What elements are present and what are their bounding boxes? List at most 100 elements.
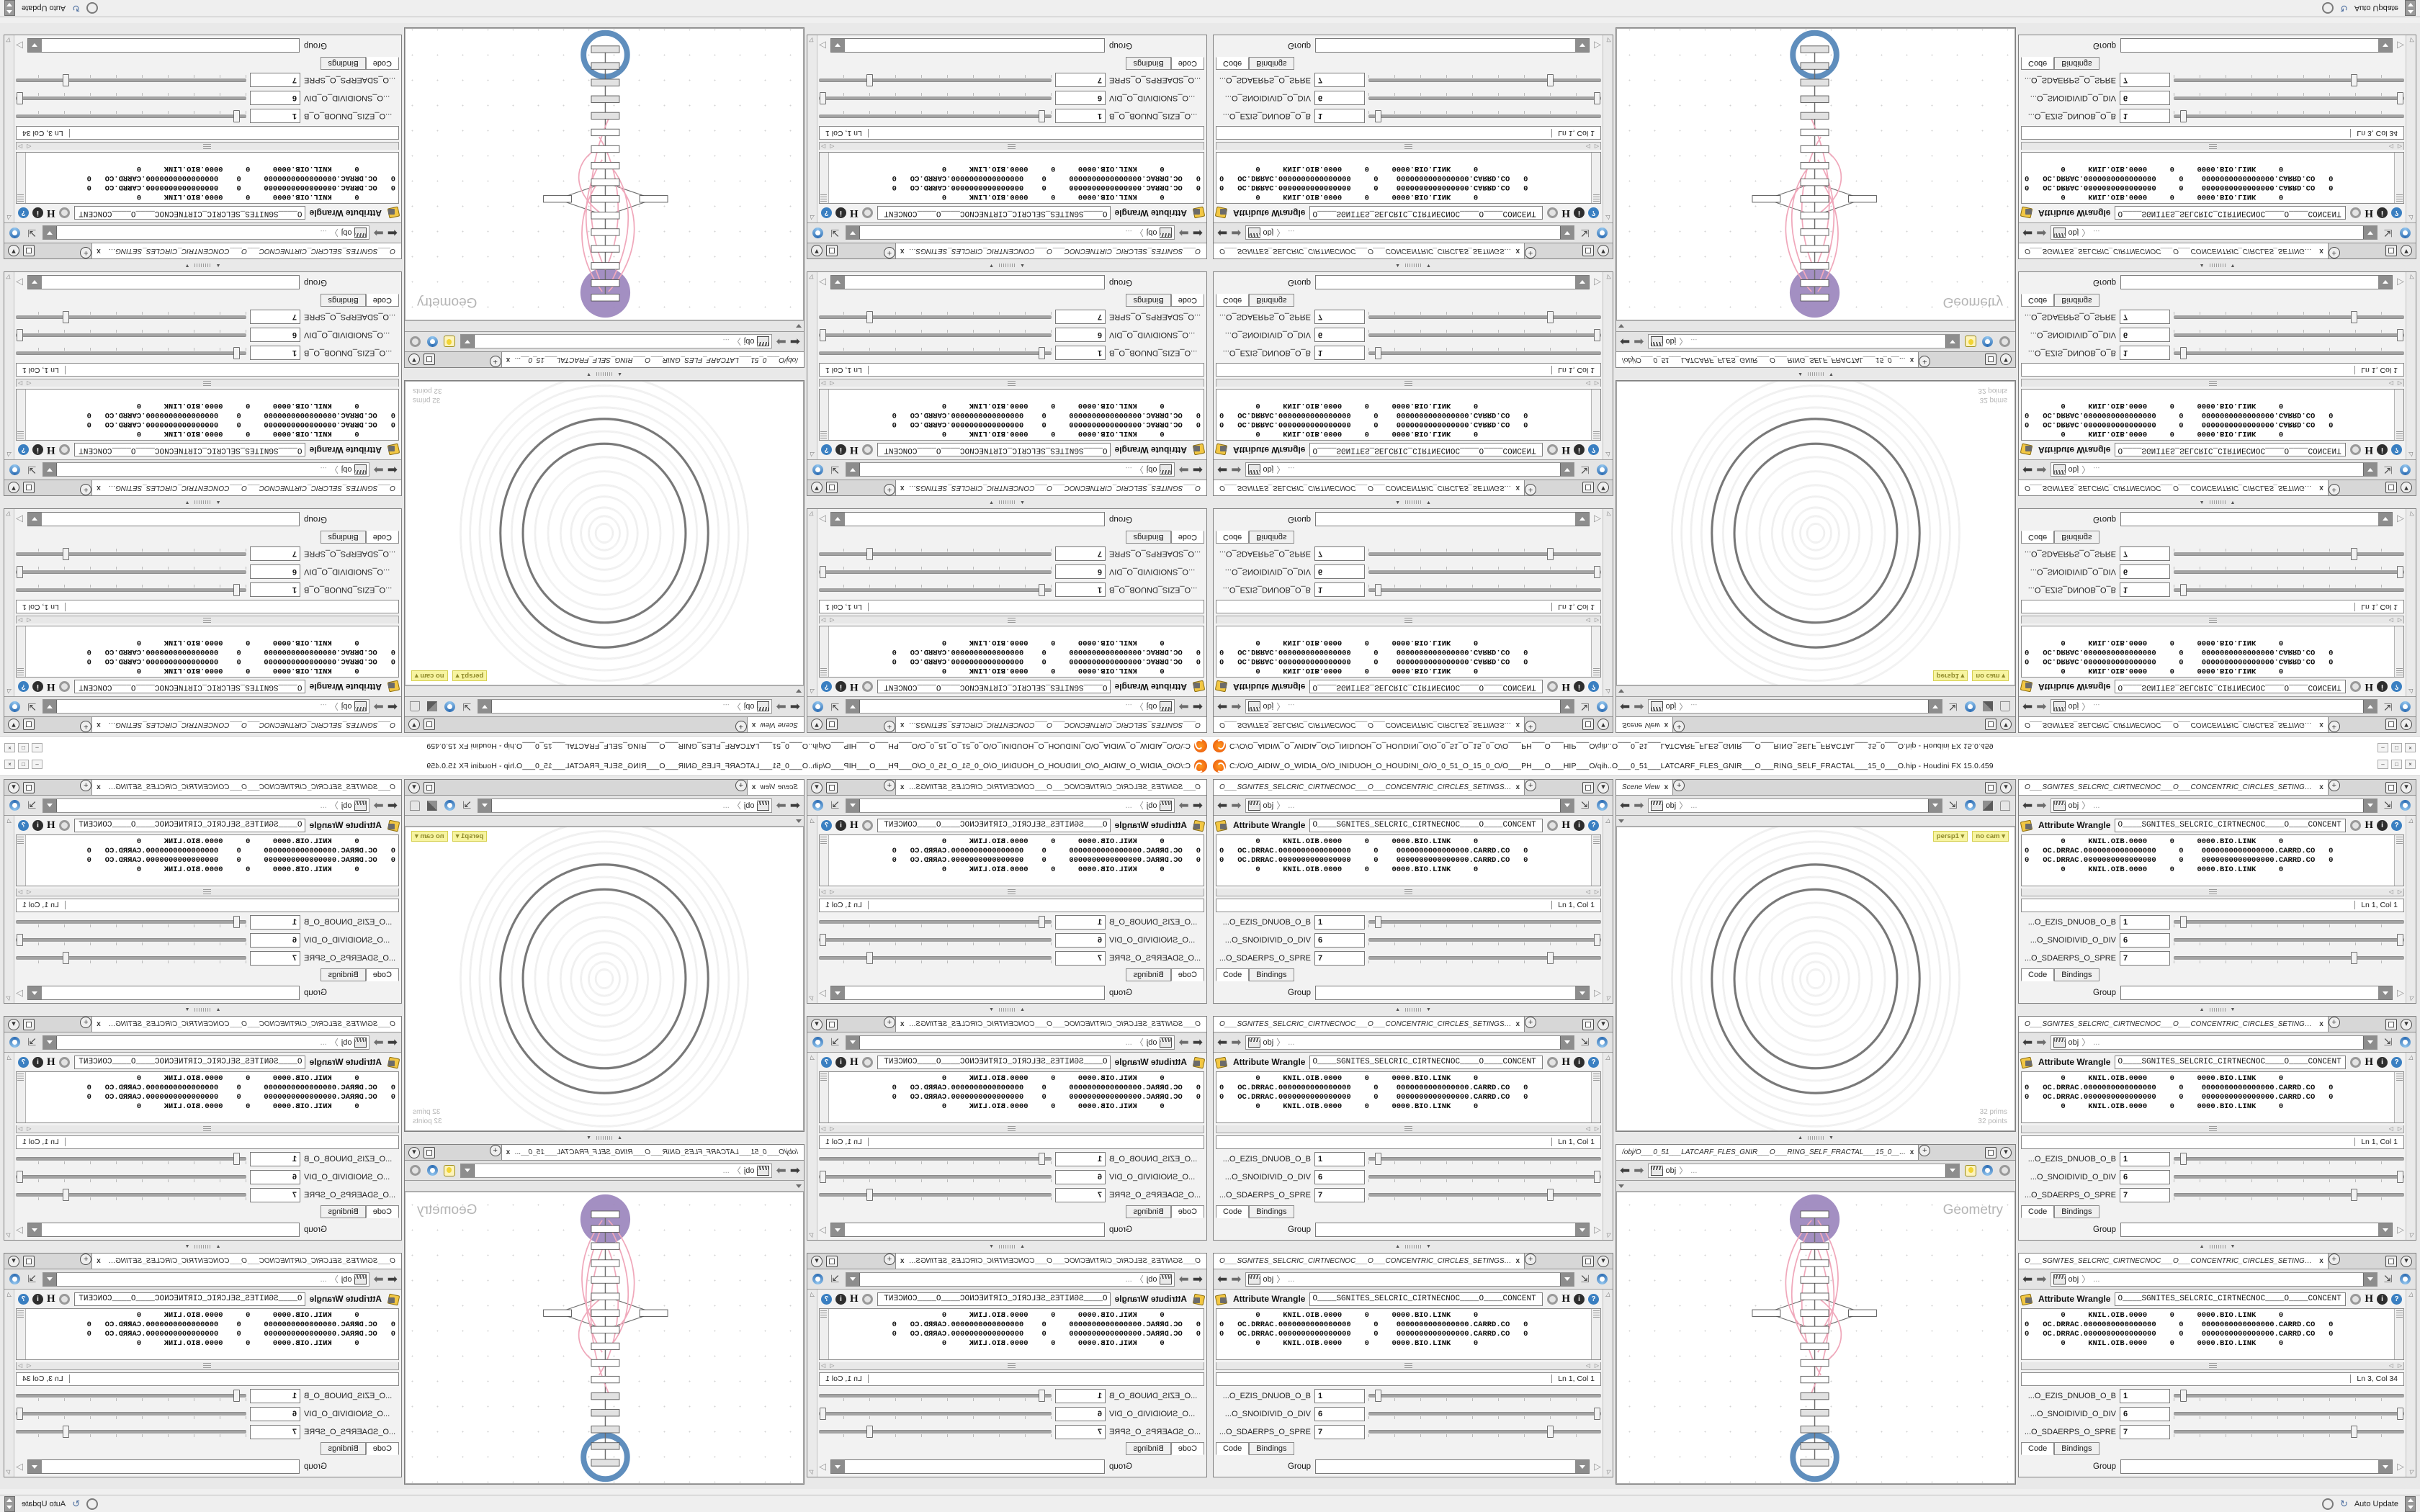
parameter-scroll-strip[interactable]: △ ▽ [4,35,14,222]
slider-thumb[interactable] [17,934,24,947]
path-dropdown-icon[interactable] [846,700,860,714]
parameter-value-field[interactable]: 1 [1055,109,1106,124]
path-dropdown-icon[interactable] [846,226,860,240]
path-dropdown-icon[interactable] [1928,700,1942,714]
node-graph[interactable] [405,1192,803,1483]
path-field[interactable]: obj 〉... [846,1035,1175,1050]
scroll-down-icon[interactable]: ▽ [1605,274,1610,280]
pin-icon[interactable]: ⇲ [25,798,39,812]
add-tab-icon[interactable]: + [80,721,92,732]
tab-bindings[interactable]: Bindings [1249,1205,1294,1218]
code-horizontal-scrollbar[interactable]: ◁ ▷ [1216,1125,1601,1134]
node-name-field[interactable]: O____SGNITES_SELCRIC_CIRTNECNOC____O____… [2115,1292,2347,1306]
info-icon[interactable]: i [32,819,43,831]
group-pick-icon[interactable]: ▷ [819,987,826,999]
slider-thumb[interactable] [63,73,70,86]
forward-arrow-icon[interactable]: ➡ [1178,798,1189,812]
tab-code[interactable]: Code [1170,1441,1204,1455]
group-dropdown-icon[interactable] [28,275,42,289]
back-arrow-icon[interactable]: ⬅ [387,1035,398,1049]
splitter-grip[interactable] [1808,1136,1824,1140]
ghost-icon[interactable] [408,700,422,714]
scroll-arrows[interactable]: ◁ ▷ [2389,380,2402,387]
parameter-slider[interactable] [1368,582,1601,597]
path-dropdown-icon[interactable] [1928,798,1942,812]
add-tab-icon[interactable]: + [80,780,92,791]
parameter-slider[interactable] [2174,310,2404,324]
add-tab-icon[interactable]: + [2328,247,2340,258]
back-arrow-icon[interactable]: ⬅ [1217,798,1228,812]
tab-code[interactable]: Code [1216,294,1250,307]
tab-close-icon[interactable]: x [97,1257,101,1265]
parameter-scroll-strip[interactable]: △ ▽ [4,816,14,1003]
maximize-pane-icon[interactable] [1582,719,1594,731]
viewport-toolbar[interactable] [405,685,804,696]
code-horizontal-scrollbar[interactable]: ◁ ▷ [16,615,399,624]
splitter-up-icon[interactable]: ▲ [2199,500,2205,505]
code-horizontal-scrollbar[interactable]: ◁ ▷ [2021,615,2404,624]
scroll-left-icon[interactable]: ◁ [1585,616,1590,624]
slider-thumb[interactable] [2396,91,2403,104]
scroll-up-icon[interactable]: △ [810,451,815,458]
group-input[interactable] [830,37,1105,53]
pane-menu-icon[interactable]: ▾ [2401,1018,2412,1030]
pane-menu-icon[interactable]: ▾ [408,354,420,366]
splitter-grip[interactable] [1808,372,1824,376]
gear-icon[interactable] [1547,681,1559,693]
parameter-slider[interactable] [1368,1188,1601,1202]
maximize-button[interactable]: □ [2391,743,2402,752]
pane-menu-icon[interactable]: ▾ [1597,482,1609,494]
code-horizontal-scrollbar[interactable]: ◁ ▷ [2021,888,2404,897]
gear-icon[interactable] [2350,444,2362,456]
add-tab-icon[interactable]: + [1525,247,1537,258]
hda-icon[interactable]: H [2365,681,2373,693]
pin-icon[interactable]: ⇲ [828,463,842,477]
group-pick-icon[interactable]: ▷ [819,1461,826,1472]
add-tab-icon[interactable]: + [735,780,747,791]
node-name-field[interactable]: O____SGNITES_SELCRIC_CIRTNECNOC____O____… [877,680,1111,694]
parameter-value-field[interactable]: 1 [250,346,300,361]
auto-update-stepper[interactable] [4,1495,15,1512]
path-field[interactable]: obj 〉... [1245,798,1574,813]
sync-icon[interactable] [8,1272,22,1286]
pane-menu-icon[interactable]: ▾ [2401,1255,2412,1267]
parameter-value-field[interactable]: 6 [1314,1406,1365,1421]
display-options-icon[interactable] [426,798,439,812]
slider-thumb[interactable] [2179,109,2187,122]
gear-icon[interactable] [1998,1164,2012,1177]
code-horizontal-scrollbar[interactable]: ◁ ▷ [16,1362,399,1371]
scroll-arrows[interactable]: ◁ ▷ [821,617,834,624]
add-tab-icon[interactable]: + [489,356,501,367]
slider-thumb[interactable] [1546,73,1554,86]
sync-icon[interactable] [8,463,22,477]
node-name-field[interactable]: O____SGNITES_SELCRIC_CIRTNECNOC____O____… [2115,1055,2347,1069]
parameter-value-field[interactable]: 6 [250,1169,300,1184]
node-name-field[interactable]: O____SGNITES_SELCRIC_CIRTNECNOC____O____… [1309,1055,1543,1069]
slider-thumb[interactable] [1374,346,1381,359]
parameter-slider[interactable] [2174,951,2404,966]
tab-code[interactable]: Code [1216,1441,1250,1455]
splitter-down-icon[interactable]: ▼ [2230,1007,2236,1012]
splitter-up-icon[interactable]: ▲ [1798,372,1803,377]
scroll-left-icon[interactable]: ◁ [27,1125,32,1133]
code-editor[interactable]: 0 KNIL.OIB.0000 0 0000.BIO.LINK 0 0 OC.D… [819,626,1204,678]
splitter-grip[interactable] [2209,1008,2226,1012]
maximize-pane-icon[interactable] [23,1255,35,1267]
parameter-value-field[interactable]: 7 [1055,546,1106,562]
path-dropdown-icon[interactable] [43,226,57,240]
scroll-left-icon[interactable]: ◁ [830,888,835,896]
pane-splitter[interactable]: ▲ ▼ [2018,1007,2416,1013]
parameter-value-field[interactable]: 6 [1055,564,1106,580]
scroll-up-icon[interactable]: △ [1605,215,1610,221]
group-dropdown-icon[interactable] [831,1223,845,1237]
viewport-toolbar[interactable] [405,816,804,827]
code-editor[interactable]: 0 KNIL.OIB.0000 0 0000.BIO.LINK 0 0 OC.D… [1216,1071,1601,1123]
forward-arrow-icon[interactable]: ➡ [1178,1035,1189,1049]
node-name-field[interactable]: O____SGNITES_SELCRIC_CIRTNECNOC____O____… [877,1292,1111,1306]
pane-tab[interactable]: O___SGNITES_SELCRIC_CIRTNECNOC___O___CON… [2019,243,2329,258]
gear-icon[interactable] [861,207,873,219]
group-dropdown-icon[interactable] [2378,38,2392,52]
tab-bindings[interactable]: Bindings [1126,57,1171,71]
pane-splitter[interactable]: ▲ ▼ [1615,1135,2016,1141]
maximize-pane-icon[interactable] [826,1018,838,1030]
